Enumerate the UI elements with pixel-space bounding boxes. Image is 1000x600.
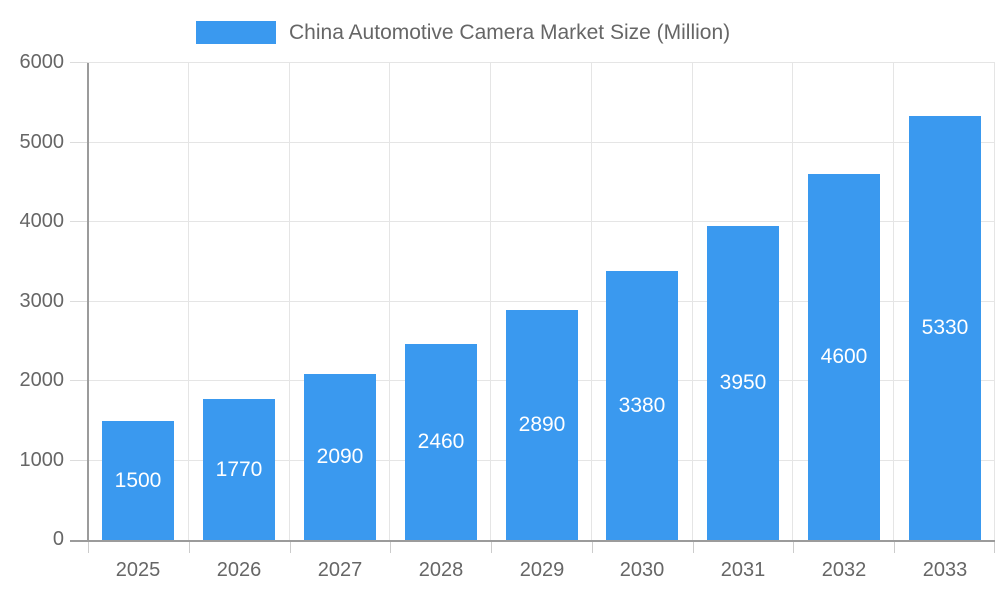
bar-2031[interactable]: 3950 <box>707 226 779 540</box>
bar-value-label: 2890 <box>518 413 566 436</box>
y-axis-label: 4000 <box>19 210 65 232</box>
x-gridline <box>792 63 793 540</box>
bar-2027[interactable]: 2090 <box>304 374 376 540</box>
y-axis-tick <box>70 380 88 381</box>
bar-2030[interactable]: 3380 <box>606 271 678 540</box>
y-axis-tick <box>70 460 88 461</box>
x-axis-line <box>70 540 995 542</box>
bar-value-label: 2090 <box>316 445 364 468</box>
x-axis-label: 2029 <box>519 559 565 581</box>
bar-value-label: 1500 <box>114 468 162 492</box>
y-axis-label: 5000 <box>19 131 65 153</box>
bar-2033[interactable]: 5330 <box>909 116 981 540</box>
bar-value-label: 3380 <box>618 393 666 417</box>
x-gridline <box>591 63 592 540</box>
bar-2029[interactable]: 2890 <box>506 310 578 540</box>
x-axis-tick <box>88 540 89 553</box>
bar-value-label: 2460 <box>417 430 465 453</box>
y-gridline <box>88 62 995 63</box>
x-axis-label: 2032 <box>821 559 867 581</box>
y-axis-tick <box>70 221 88 222</box>
x-gridline <box>289 63 290 540</box>
x-axis-label: 2026 <box>216 559 262 581</box>
x-gridline <box>188 63 189 540</box>
x-axis-label: 2030 <box>619 559 665 581</box>
x-axis-tick <box>894 540 895 553</box>
y-axis-label: 1000 <box>19 449 65 471</box>
y-axis-line <box>87 63 89 540</box>
x-gridline <box>389 63 390 540</box>
bar-value-label: 1770 <box>215 457 263 481</box>
y-axis-tick <box>70 142 88 143</box>
bar-value-label: 5330 <box>921 316 969 339</box>
y-axis-tick <box>70 62 88 63</box>
bar-2025[interactable]: 1500 <box>102 421 174 540</box>
y-axis-label: 3000 <box>19 290 65 312</box>
x-gridline <box>994 63 995 540</box>
y-axis-tick <box>70 301 88 302</box>
x-axis-tick <box>592 540 593 553</box>
x-axis-label: 2025 <box>115 559 161 581</box>
y-axis-label: 6000 <box>19 51 65 73</box>
bar-2026[interactable]: 1770 <box>203 399 275 540</box>
x-axis-label: 2027 <box>317 559 363 581</box>
x-axis-label: 2028 <box>418 559 464 581</box>
x-axis-tick <box>793 540 794 553</box>
legend-item[interactable]: China Automotive Camera Market Size (Mil… <box>196 21 730 44</box>
legend-swatch <box>196 21 276 44</box>
x-gridline <box>692 63 693 540</box>
plot-area: 0 1000 2000 3000 4000 5000 6000 1500 2025 1770 202… <box>20 51 995 581</box>
x-axis-tick <box>290 540 291 553</box>
x-axis-label: 2031 <box>720 559 766 581</box>
x-axis-label: 2033 <box>922 559 968 581</box>
y-axis-label: 2000 <box>19 369 65 391</box>
x-gridline <box>893 63 894 540</box>
x-axis-tick <box>491 540 492 553</box>
y-gridline <box>88 142 995 143</box>
bar-2032[interactable]: 4600 <box>808 174 880 540</box>
bar-2028[interactable]: 2460 <box>405 344 477 540</box>
x-axis-tick <box>189 540 190 553</box>
bar-value-label: 3950 <box>719 371 767 394</box>
y-axis-label: 0 <box>52 528 64 550</box>
x-axis-tick <box>390 540 391 553</box>
bar-value-label: 4600 <box>820 345 868 368</box>
x-axis-tick <box>693 540 694 553</box>
x-gridline <box>490 63 491 540</box>
legend-label: China Automotive Camera Market Size (Mil… <box>289 21 731 44</box>
x-axis-tick <box>994 540 995 553</box>
